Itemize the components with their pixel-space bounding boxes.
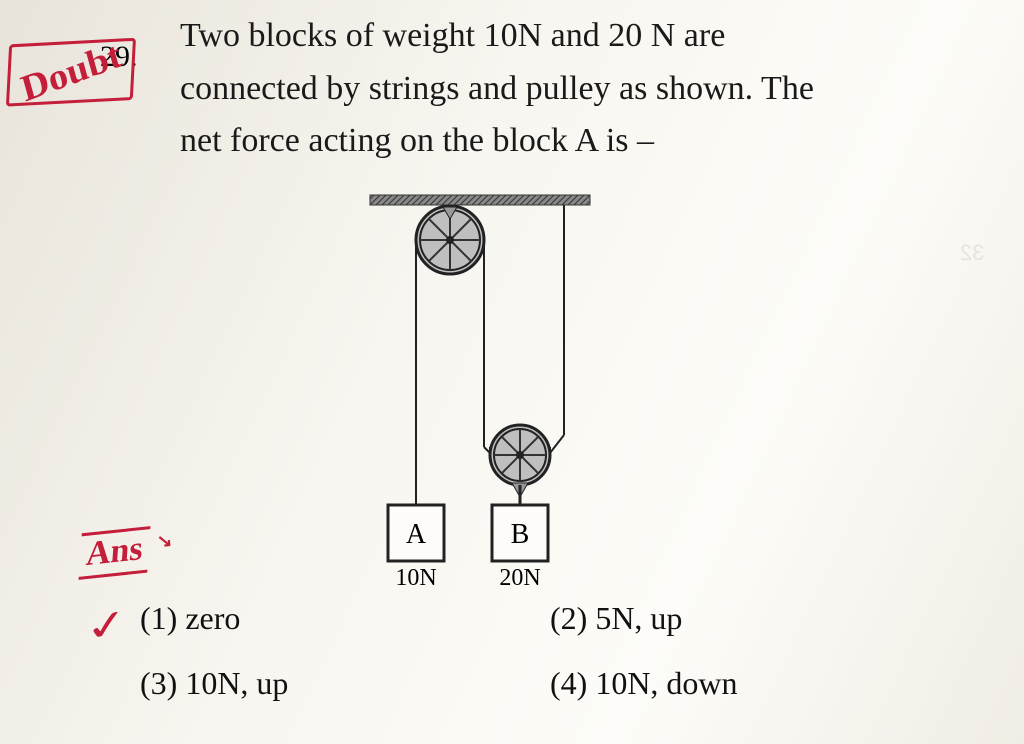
block-a-label: A: [406, 519, 427, 550]
handwritten-doubt-annotation: Doubt: [6, 36, 184, 205]
question-line2: connected by strings and pulley as shown…: [180, 70, 814, 107]
ans-word: Ans: [79, 526, 151, 580]
pulley-diagram: A 10N B 20N: [330, 185, 630, 580]
question-text: Two blocks of weight 10N and 20 N are co…: [180, 10, 980, 168]
annotation-box: Doubt: [6, 38, 136, 107]
ghost-text: 32: [960, 240, 984, 266]
block-b-weight: 20N: [499, 565, 540, 585]
option-3: (3) 10N, up: [140, 665, 550, 702]
question-line1: Two blocks of weight 10N and 20 N are: [180, 17, 725, 54]
top-pulley: [416, 206, 484, 274]
tick-mark-icon: ✓: [81, 599, 132, 653]
handwritten-ans-mark: Ans ↘: [78, 527, 151, 580]
option-1: (1) zero: [140, 600, 550, 637]
block-a-weight: 10N: [395, 565, 436, 585]
ans-arrow: ↘: [156, 530, 173, 552]
annotation-word: Doubt: [16, 33, 125, 111]
block-b-label: B: [511, 519, 530, 550]
ceiling-bar: [370, 195, 590, 205]
option-4: (4) 10N, down: [550, 665, 960, 702]
question-line3: net force acting on the block A is –: [180, 122, 654, 159]
option-2: (2) 5N, up: [550, 600, 960, 637]
diagram-svg: A 10N B 20N: [330, 185, 630, 585]
string-join-right: [550, 435, 564, 453]
options-block: (1) zero (2) 5N, up (3) 10N, up (4) 10N,…: [140, 600, 960, 730]
